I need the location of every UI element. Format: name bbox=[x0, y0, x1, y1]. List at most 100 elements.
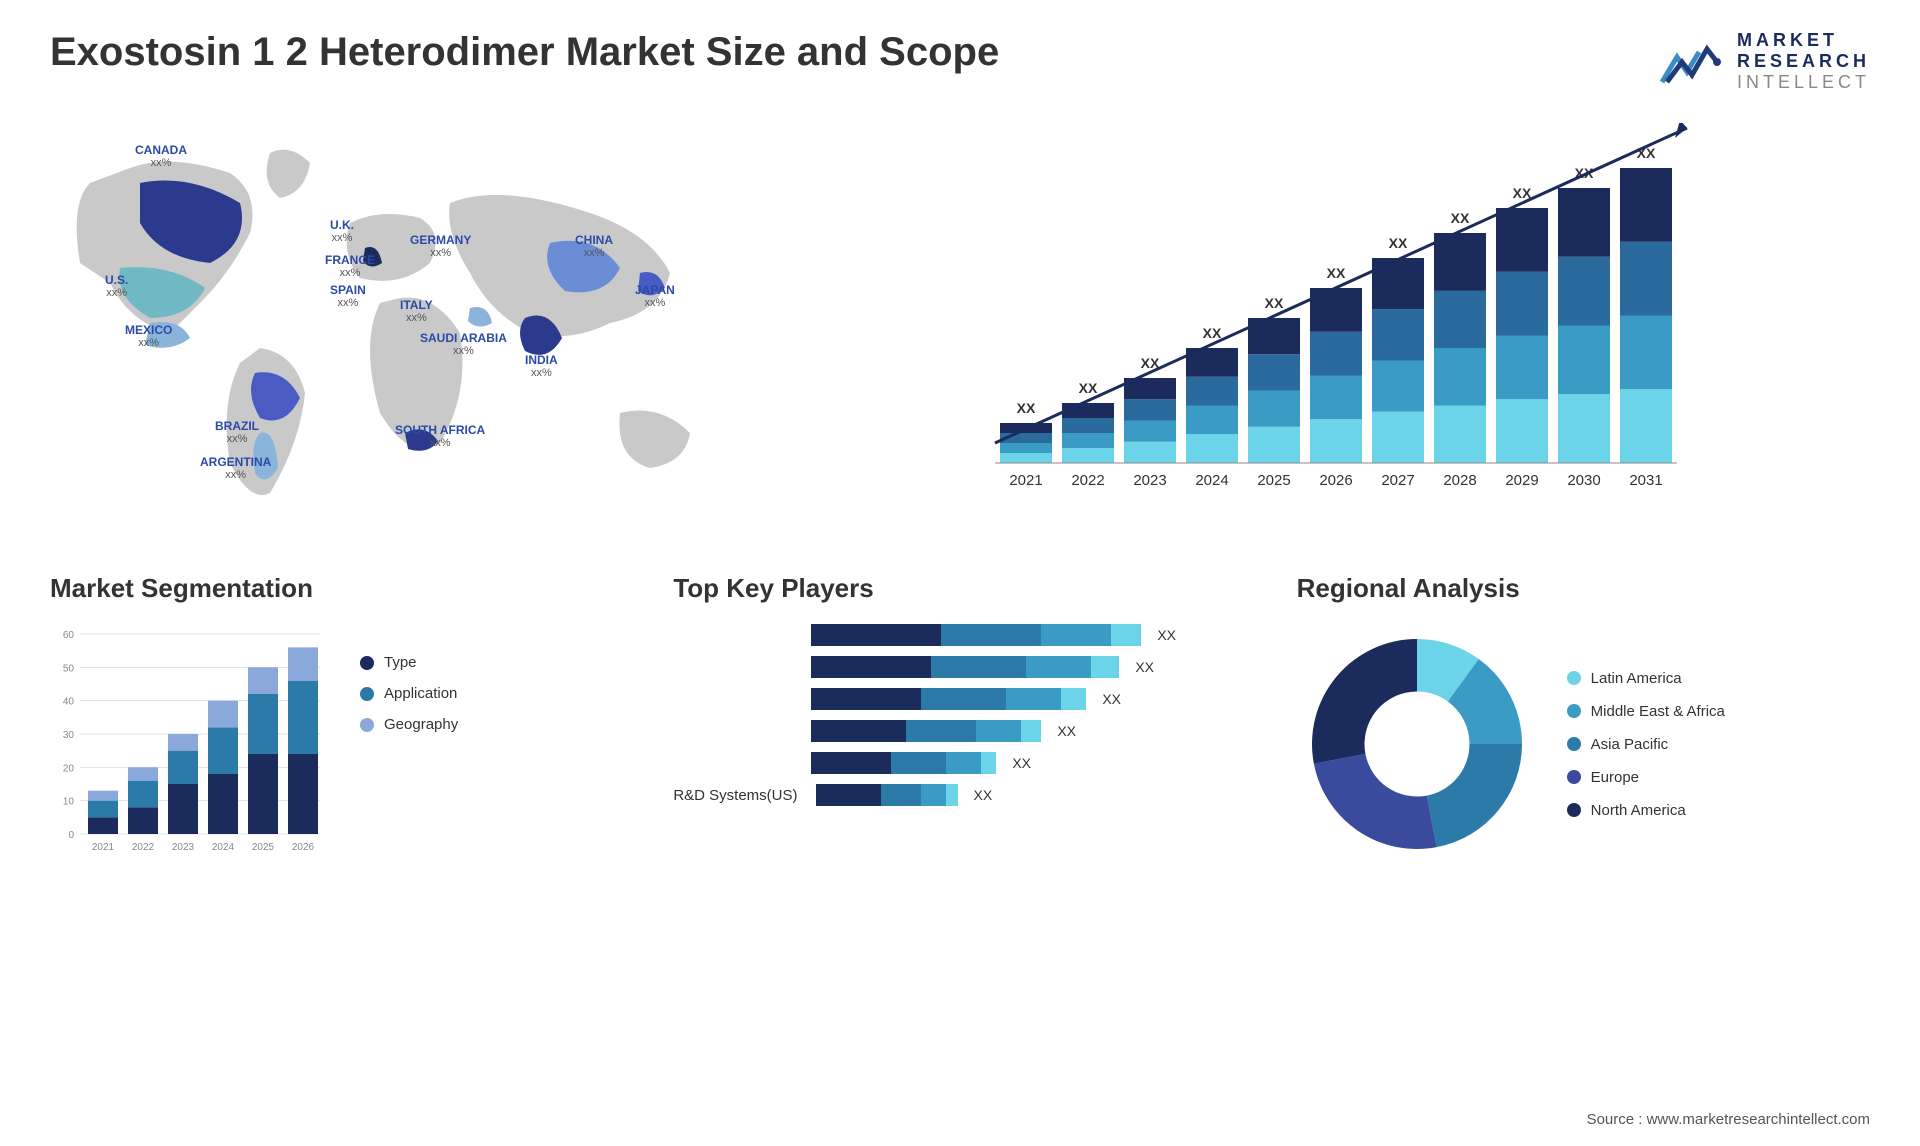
donut-segment bbox=[1312, 639, 1417, 764]
map-label: FRANCExx% bbox=[325, 253, 375, 279]
legend-dot bbox=[1567, 770, 1581, 784]
players-panel: Top Key Players XX XX XX XX XX R&D Systems(US… bbox=[673, 573, 1246, 864]
growth-bar-seg bbox=[1620, 242, 1672, 316]
map-label: INDIAxx% bbox=[525, 353, 558, 379]
growth-year-label: 2026 bbox=[1319, 472, 1352, 489]
legend-dot bbox=[1567, 737, 1581, 751]
legend-dot bbox=[1567, 803, 1581, 817]
players-list: XXXXXXXXXXR&D Systems(US)XX bbox=[673, 624, 1246, 806]
player-row: XX bbox=[673, 688, 1246, 710]
growth-chart-svg: XX2021XX2022XX2023XX2024XX2025XX2026XX20… bbox=[980, 123, 1700, 503]
player-bar-seg bbox=[941, 624, 1041, 646]
growth-bar-seg bbox=[1434, 291, 1486, 349]
map-label: ARGENTINAxx% bbox=[200, 455, 271, 481]
growth-bar-seg bbox=[1186, 406, 1238, 435]
player-value: XX bbox=[1102, 691, 1121, 707]
growth-bar-seg bbox=[1124, 421, 1176, 442]
seg-bar-seg bbox=[168, 784, 198, 834]
growth-bar-seg bbox=[1372, 412, 1424, 463]
seg-ytick: 20 bbox=[63, 763, 75, 774]
growth-bar-seg bbox=[1372, 258, 1424, 309]
growth-year-label: 2030 bbox=[1567, 472, 1600, 489]
seg-year-label: 2025 bbox=[252, 842, 275, 853]
map-label: SOUTH AFRICAxx% bbox=[395, 423, 485, 449]
seg-year-label: 2021 bbox=[92, 842, 115, 853]
segmentation-legend: TypeApplicationGeography bbox=[360, 654, 458, 733]
seg-ytick: 0 bbox=[68, 830, 74, 841]
player-bar-seg bbox=[946, 784, 958, 806]
logo-line-3: INTELLECT bbox=[1737, 72, 1870, 93]
growth-bar-seg bbox=[1496, 272, 1548, 336]
seg-year-label: 2023 bbox=[172, 842, 195, 853]
map-label: BRAZILxx% bbox=[215, 419, 259, 445]
growth-bar-seg bbox=[1558, 257, 1610, 326]
seg-ytick: 60 bbox=[63, 630, 75, 641]
seg-ytick: 30 bbox=[63, 730, 75, 741]
donut-segment bbox=[1426, 744, 1521, 847]
map-label: GERMANYxx% bbox=[410, 233, 471, 259]
player-value: XX bbox=[1012, 755, 1031, 771]
regional-title: Regional Analysis bbox=[1297, 573, 1870, 604]
growth-bar-seg bbox=[1620, 389, 1672, 463]
player-bar-seg bbox=[816, 784, 881, 806]
player-value: XX bbox=[1057, 723, 1076, 739]
growth-year-label: 2024 bbox=[1195, 472, 1228, 489]
growth-bar-seg bbox=[1186, 434, 1238, 463]
player-label: R&D Systems(US) bbox=[673, 787, 797, 804]
growth-bar-label: XX bbox=[1265, 295, 1284, 311]
regional-legend-item: Latin America bbox=[1567, 670, 1725, 687]
growth-bar-seg bbox=[1186, 377, 1238, 406]
growth-bar-seg bbox=[1434, 233, 1486, 291]
page-title: Exostosin 1 2 Heterodimer Market Size an… bbox=[50, 30, 999, 75]
growth-bar-seg bbox=[1062, 448, 1114, 463]
seg-bar-seg bbox=[88, 791, 118, 801]
seg-bar-seg bbox=[248, 694, 278, 754]
growth-bar-label: XX bbox=[1389, 235, 1408, 251]
map-label: SPAINxx% bbox=[330, 283, 366, 309]
growth-bar-seg bbox=[1000, 443, 1052, 453]
growth-year-label: 2023 bbox=[1133, 472, 1166, 489]
player-bar-seg bbox=[891, 752, 946, 774]
growth-year-label: 2027 bbox=[1381, 472, 1414, 489]
player-row: XX bbox=[673, 624, 1246, 646]
seg-bar-seg bbox=[288, 681, 318, 754]
growth-bar-seg bbox=[1620, 316, 1672, 390]
growth-year-label: 2029 bbox=[1505, 472, 1538, 489]
player-bar-seg bbox=[811, 720, 906, 742]
regional-legend-item: Europe bbox=[1567, 769, 1725, 786]
player-bar-seg bbox=[1006, 688, 1061, 710]
source-attribution: Source : www.marketresearchintellect.com bbox=[1587, 1111, 1870, 1128]
growth-bar-seg bbox=[1496, 399, 1548, 463]
players-title: Top Key Players bbox=[673, 573, 1246, 604]
regional-legend: Latin AmericaMiddle East & AfricaAsia Pa… bbox=[1567, 670, 1725, 819]
seg-bar-seg bbox=[128, 807, 158, 834]
top-row: CANADAxx%U.S.xx%MEXICOxx%BRAZILxx%ARGENT… bbox=[50, 123, 1870, 523]
seg-bar-seg bbox=[248, 667, 278, 694]
player-bar bbox=[816, 784, 958, 806]
player-value: XX bbox=[1135, 659, 1154, 675]
growth-bar-seg bbox=[1310, 332, 1362, 376]
donut-svg bbox=[1297, 624, 1537, 864]
growth-bar-seg bbox=[1062, 433, 1114, 448]
growth-bar-label: XX bbox=[1017, 400, 1036, 416]
player-bar bbox=[811, 656, 1119, 678]
growth-bar-seg bbox=[1496, 336, 1548, 400]
player-bar-seg bbox=[811, 624, 941, 646]
player-bar bbox=[811, 752, 996, 774]
growth-bar-label: XX bbox=[1451, 210, 1470, 226]
regional-panel: Regional Analysis Latin AmericaMiddle Ea… bbox=[1297, 573, 1870, 864]
player-bar-seg bbox=[921, 784, 946, 806]
growth-bar-seg bbox=[1124, 442, 1176, 463]
legend-label: Europe bbox=[1591, 769, 1639, 786]
regional-legend-item: Asia Pacific bbox=[1567, 736, 1725, 753]
growth-bar-seg bbox=[1124, 399, 1176, 420]
world-map: CANADAxx%U.S.xx%MEXICOxx%BRAZILxx%ARGENT… bbox=[50, 123, 940, 523]
regional-legend-item: North America bbox=[1567, 802, 1725, 819]
seg-bar-seg bbox=[248, 754, 278, 834]
segmentation-title: Market Segmentation bbox=[50, 573, 623, 604]
growth-year-label: 2028 bbox=[1443, 472, 1476, 489]
growth-year-label: 2031 bbox=[1629, 472, 1662, 489]
legend-label: Geography bbox=[384, 716, 458, 733]
player-row: XX bbox=[673, 752, 1246, 774]
logo-line-2: RESEARCH bbox=[1737, 51, 1870, 72]
